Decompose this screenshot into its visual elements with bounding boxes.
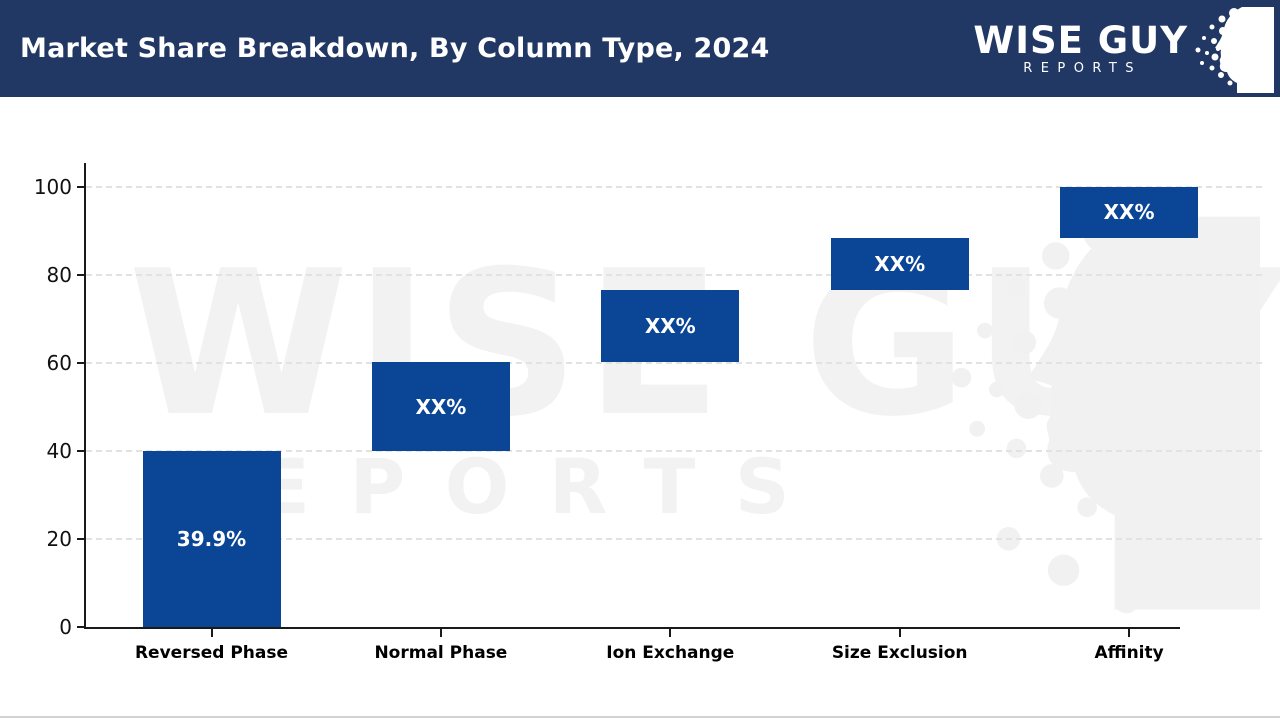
y-tick-label-60: 60 bbox=[46, 351, 72, 375]
x-category-label: Normal Phase bbox=[374, 643, 508, 663]
bar-reversed-phase: 39.9% bbox=[142, 451, 281, 627]
y-tick-label-100: 100 bbox=[33, 175, 72, 199]
logo-head-icon bbox=[1195, 6, 1274, 93]
y-axis bbox=[84, 163, 86, 629]
y-tick-label-20: 20 bbox=[46, 527, 72, 551]
wise-guy-logo: WISE GUY REPORTS bbox=[973, 0, 1280, 97]
bar-value-label: XX% bbox=[644, 314, 696, 339]
bar-ion-exchange: XX% bbox=[601, 290, 740, 362]
gridline-20 bbox=[86, 538, 1262, 540]
y-tick-label-0: 0 bbox=[59, 615, 72, 639]
y-tick-mark-0 bbox=[77, 626, 86, 628]
bar-affinity: XX% bbox=[1060, 187, 1199, 238]
x-category-label: Reversed Phase bbox=[134, 643, 289, 663]
x-tick-mark-1 bbox=[439, 629, 442, 637]
gridline-100 bbox=[86, 186, 1262, 188]
bottom-divider bbox=[0, 716, 1280, 718]
logo-text-wiseguy: WISE GUY bbox=[973, 19, 1188, 62]
bar-size-exclusion: XX% bbox=[830, 237, 969, 291]
gridline-40 bbox=[86, 450, 1262, 452]
logo-text-reports: REPORTS bbox=[1023, 61, 1143, 76]
x-tick-mark-0 bbox=[210, 629, 213, 637]
gridline-60 bbox=[86, 362, 1262, 364]
x-axis bbox=[86, 627, 1180, 629]
x-tick-mark-4 bbox=[1128, 629, 1131, 637]
bar-value-label: 39.9% bbox=[176, 527, 247, 552]
gridline-80 bbox=[86, 274, 1262, 276]
x-category-label: Size Exclusion bbox=[831, 643, 968, 663]
x-category-label: Ion Exchange bbox=[606, 643, 735, 663]
y-tick-label-80: 80 bbox=[46, 263, 72, 287]
x-category-label: Affinity bbox=[1094, 643, 1164, 663]
y-tick-mark-40 bbox=[77, 450, 86, 452]
bar-value-label: XX% bbox=[874, 251, 926, 276]
y-tick-mark-100 bbox=[77, 186, 86, 188]
bar-value-label: XX% bbox=[1103, 200, 1155, 225]
y-tick-label-40: 40 bbox=[46, 439, 72, 463]
header-bar: Market Share Breakdown, By Column Type, … bbox=[0, 0, 1280, 97]
y-tick-mark-60 bbox=[77, 362, 86, 364]
logo-wordmark: WISE GUY REPORTS bbox=[973, 22, 1188, 75]
y-tick-mark-80 bbox=[77, 274, 86, 276]
y-tick-mark-20 bbox=[77, 538, 86, 540]
page-title: Market Share Breakdown, By Column Type, … bbox=[20, 33, 770, 64]
x-tick-mark-3 bbox=[898, 629, 901, 637]
bar-value-label: XX% bbox=[415, 394, 467, 419]
x-tick-mark-2 bbox=[669, 629, 672, 637]
bar-normal-phase: XX% bbox=[371, 361, 510, 452]
